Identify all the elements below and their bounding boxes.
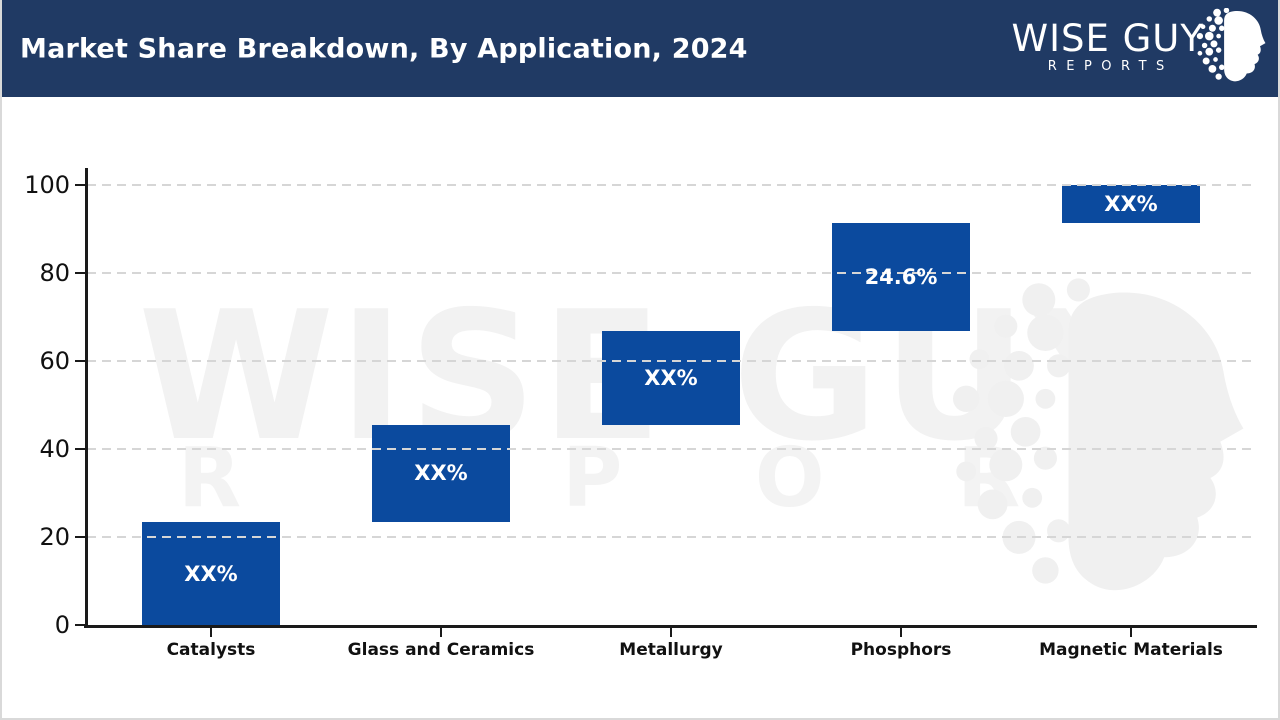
- y-tick-label: 0: [54, 611, 70, 639]
- x-category-label: Catalysts: [166, 640, 256, 660]
- x-tick: [900, 628, 902, 637]
- y-tick-label: 80: [39, 259, 70, 287]
- y-tick-20: [75, 536, 85, 538]
- gridline-80: [87, 272, 1255, 274]
- x-category-label: Glass and Ceramics: [347, 640, 535, 660]
- bar-segment: [1062, 185, 1200, 223]
- y-tick-label: 20: [39, 523, 70, 551]
- bar-value-label: XX%: [1104, 191, 1158, 216]
- x-tick: [440, 628, 442, 637]
- y-tick-label: 40: [39, 435, 70, 463]
- page-title: Market Share Breakdown, By Application, …: [20, 33, 748, 64]
- bar-value-label: XX%: [644, 365, 698, 390]
- y-tick-80: [75, 272, 85, 274]
- bar-value-label: 24.6%: [864, 264, 938, 289]
- bar-segment: [372, 424, 510, 523]
- y-tick-100: [75, 184, 85, 186]
- gridline-40: [87, 448, 1255, 450]
- gridline-20: [87, 536, 1255, 538]
- x-category-label: Magnetic Materials: [1039, 640, 1223, 660]
- x-tick: [210, 628, 212, 637]
- y-tick-label: 60: [39, 347, 70, 375]
- dotted-head-icon: [1196, 8, 1266, 82]
- gridline-100: [87, 184, 1255, 186]
- logo-text: WISE GUY REPORTS: [1011, 16, 1204, 75]
- x-category-label: Phosphors: [850, 640, 952, 660]
- bar-segment: [142, 522, 280, 625]
- bar-value-label: XX%: [184, 561, 238, 586]
- bar-value-label: XX%: [414, 461, 468, 486]
- logo-subtitle: REPORTS: [1047, 59, 1174, 75]
- y-tick-40: [75, 448, 85, 450]
- gridline-60: [87, 360, 1255, 362]
- header-bar: Market Share Breakdown, By Application, …: [0, 0, 1280, 97]
- y-tick-60: [75, 360, 85, 362]
- y-axis-line: [85, 168, 88, 628]
- y-tick-0: [75, 624, 85, 626]
- wise-guy-logo: WISE GUY REPORTS: [1012, 8, 1268, 86]
- x-axis-line: [84, 625, 1257, 628]
- x-tick: [670, 628, 672, 637]
- logo-wordmark: WISE GUY: [1011, 16, 1204, 60]
- y-tick-label: 100: [24, 171, 70, 199]
- x-tick: [1130, 628, 1132, 637]
- bar-segment: [602, 331, 740, 425]
- bar-segment: [832, 222, 970, 332]
- x-category-label: Metallurgy: [619, 640, 723, 660]
